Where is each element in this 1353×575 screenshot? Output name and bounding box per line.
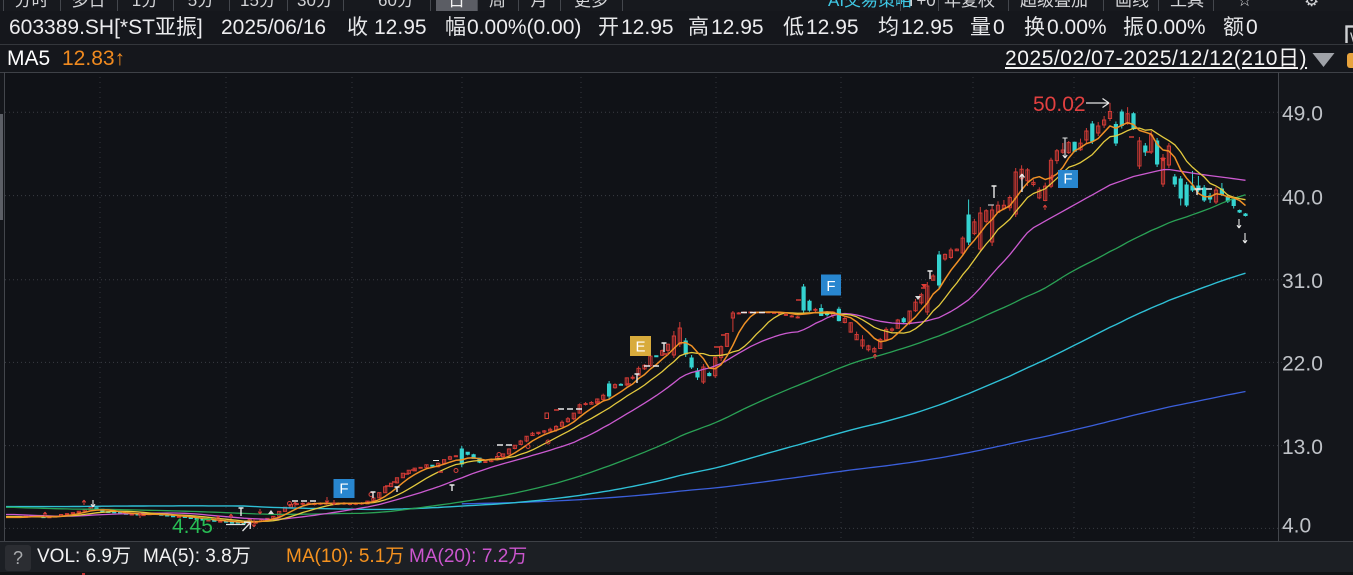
svg-text:22.0: 22.0 (1282, 353, 1323, 376)
svg-text:31.0: 31.0 (1282, 270, 1323, 293)
svg-text:13.0: 13.0 (1282, 436, 1323, 459)
svg-text:4.45: 4.45 (172, 515, 213, 538)
svg-text:W: W (1350, 29, 1353, 43)
svg-text:F: F (1063, 171, 1072, 188)
svg-text:F: F (339, 481, 348, 498)
svg-text:4.0: 4.0 (1282, 514, 1311, 537)
svg-text:49.0: 49.0 (1282, 103, 1323, 126)
svg-text:40.0: 40.0 (1282, 186, 1323, 209)
svg-text:50.02: 50.02 (1033, 93, 1086, 116)
svg-text:F: F (826, 278, 835, 295)
svg-text:E: E (635, 339, 645, 356)
